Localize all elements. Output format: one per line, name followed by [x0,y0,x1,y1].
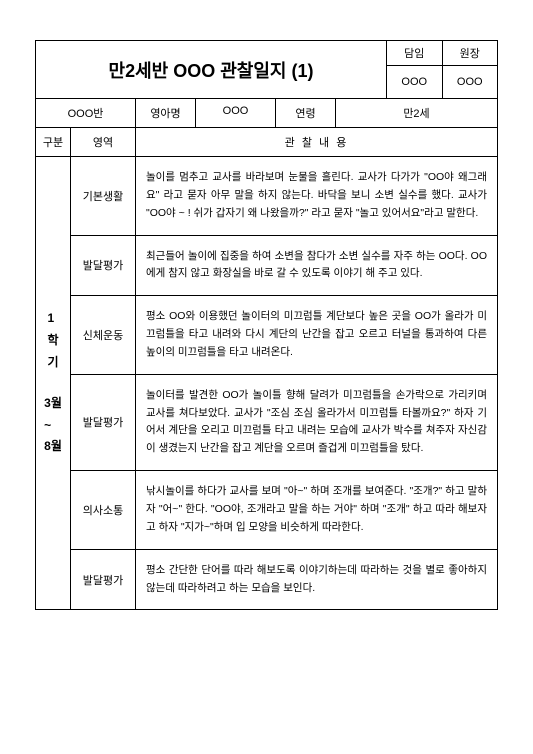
period-range: 3월 ~ 8월 [44,393,62,458]
content-cell: 놀이터를 발견한 OO가 놀이틀 향해 달려가 미끄럼틀을 손가락으로 가리키며… [136,375,497,470]
table-row: 신체운동 평소 OO와 이용했던 놀이터의 미끄럼틀 계단보다 높은 곳을 OO… [71,296,497,375]
signature-table: 담임 원장 OOO OOO [387,41,497,98]
name-label: 영아명 [136,99,196,127]
signature-header: 담임 원장 [387,41,497,66]
header-row: 만2세반 OOO 관찰일지 (1) 담임 원장 OOO OOO [36,41,497,99]
main-section: 1 학 기 3월 ~ 8월 기본생활 놀이를 멈추고 교사를 바라보며 눈물을 … [36,157,497,609]
area-cell: 의사소통 [71,471,136,549]
table-row: 기본생활 놀이를 멈추고 교사를 바라보며 눈물을 흘린다. 교사가 다가가 "… [71,157,497,236]
info-row: OOO반 영아명 OOO 연령 만2세 [36,99,497,128]
area-cell: 기본생활 [71,157,136,235]
content-cell: 놀이를 멈추고 교사를 바라보며 눈물을 흘린다. 교사가 다가가 "OO야 왜… [136,157,497,235]
sign-value-teacher: OOO [387,66,443,98]
col-gubun: 구분 [36,128,71,156]
sign-label-director: 원장 [443,41,498,65]
content-cell: 낚시놀이를 하다가 교사를 보며 "아~" 하며 조개를 보여준다. "조개?"… [136,471,497,549]
area-cell: 신체운동 [71,296,136,374]
table-row: 발달평가 놀이터를 발견한 OO가 놀이틀 향해 달려가 미끄럼틀을 손가락으로… [71,375,497,471]
col-content: 관 찰 내 용 [136,128,497,156]
sign-value-director: OOO [443,66,498,98]
name-value: OOO [196,99,276,127]
age-value: 만2세 [336,99,497,127]
table-row: 발달평가 최근들어 놀이에 집중을 하여 소변을 참다가 소변 실수를 자주 하… [71,236,497,297]
class-value: OOO반 [36,99,136,127]
area-cell: 발달평가 [71,375,136,470]
content-cell: 평소 간단한 단어를 따라 해보도록 이야기하는데 따라하는 것을 별로 좋아하… [136,550,497,610]
area-cell: 발달평가 [71,550,136,610]
observations: 기본생활 놀이를 멈추고 교사를 바라보며 눈물을 흘린다. 교사가 다가가 "… [71,157,497,609]
col-area: 영역 [71,128,136,156]
signature-body: OOO OOO [387,66,497,98]
content-cell: 최근들어 놀이에 집중을 하여 소변을 참다가 소변 실수를 자주 하는 OO다… [136,236,497,296]
content-cell: 평소 OO와 이용했던 놀이터의 미끄럼틀 계단보다 높은 곳을 OO가 올라가… [136,296,497,374]
table-row: 의사소통 낚시놀이를 하다가 교사를 보며 "아~" 하며 조개를 보여준다. … [71,471,497,550]
document-page: 만2세반 OOO 관찰일지 (1) 담임 원장 OOO OOO OOO반 영아명… [35,40,498,610]
page-title: 만2세반 OOO 관찰일지 (1) [36,41,387,98]
area-cell: 발달평가 [71,236,136,296]
semester: 1 학 기 [47,308,58,373]
age-label: 연령 [276,99,336,127]
sign-label-teacher: 담임 [387,41,443,65]
columns-header: 구분 영역 관 찰 내 용 [36,128,497,157]
table-row: 발달평가 평소 간단한 단어를 따라 해보도록 이야기하는데 따라하는 것을 별… [71,550,497,610]
period-cell: 1 학 기 3월 ~ 8월 [36,157,71,609]
